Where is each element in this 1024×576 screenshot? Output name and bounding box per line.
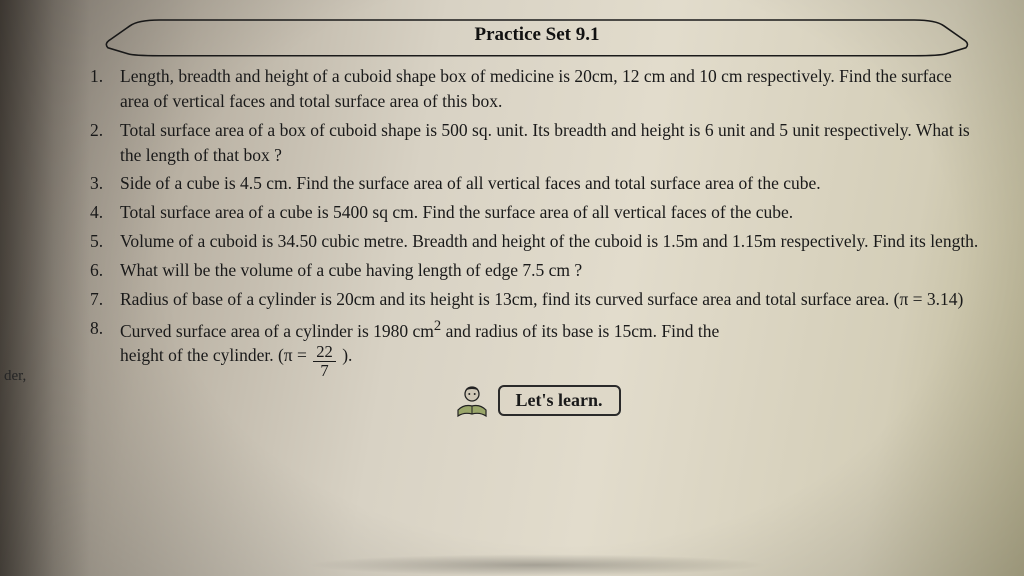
problem-6: What will be the volume of a cube having… — [90, 258, 984, 283]
practice-set-banner: Practice Set 9.1 — [100, 18, 974, 58]
problem-2: Total surface area of a box of cuboid sh… — [90, 118, 984, 168]
p8-line2-a: height of the cylinder. (π = — [120, 345, 311, 365]
frac-den: 7 — [313, 362, 336, 380]
problem-7: Radius of base of a cylinder is 20cm and… — [90, 287, 984, 312]
p8-text-a: Curved surface area of a cylinder is 198… — [120, 320, 434, 340]
pi-fraction: 227 — [313, 344, 336, 380]
lets-learn-row: Let's learn. — [90, 384, 984, 418]
binding-shadow — [0, 0, 90, 576]
margin-cut-text: der, — [4, 368, 26, 385]
reading-child-icon — [454, 384, 490, 418]
frac-num: 22 — [313, 344, 336, 363]
banner-title: Practice Set 9.1 — [100, 24, 974, 46]
p8-text-b: and radius of its base is 15cm. Find the — [441, 320, 719, 340]
bottom-shadow — [307, 554, 768, 576]
problem-4: Total surface area of a cube is 5400 sq … — [90, 200, 984, 225]
problem-5: Volume of a cuboid is 34.50 cubic metre.… — [90, 229, 984, 254]
problem-1: Length, breadth and height of a cuboid s… — [90, 64, 984, 114]
problem-3: Side of a cube is 4.5 cm. Find the surfa… — [90, 171, 984, 196]
problem-list: Length, breadth and height of a cuboid s… — [90, 64, 984, 380]
textbook-page: der, Practice Set 9.1 Length, breadth an… — [0, 0, 1024, 576]
problem-8: Curved surface area of a cylinder is 198… — [90, 316, 984, 380]
lets-learn-box: Let's learn. — [498, 385, 621, 416]
p8-line2-b: ). — [338, 345, 353, 365]
